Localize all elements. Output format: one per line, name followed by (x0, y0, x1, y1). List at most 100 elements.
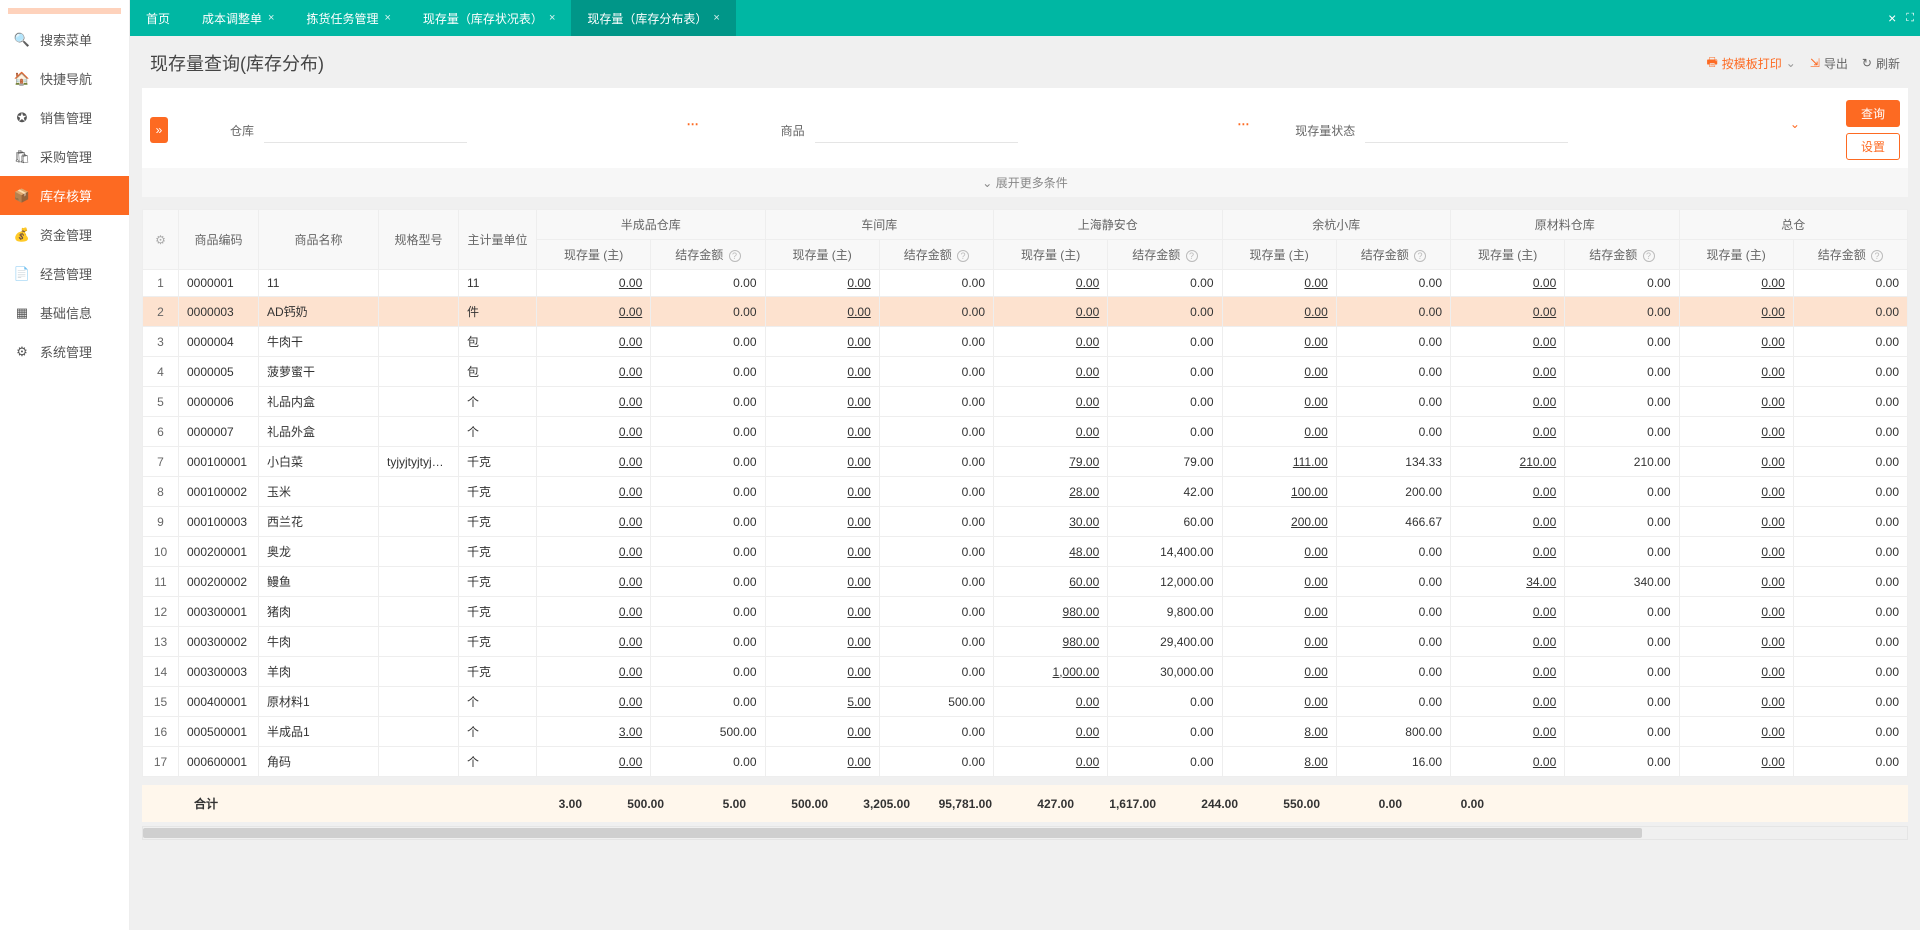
cell-qty[interactable]: 3.00 (537, 717, 651, 747)
filter-warehouse-input[interactable] (264, 117, 467, 143)
cell-qty[interactable]: 0.00 (1451, 747, 1565, 777)
cell-qty[interactable]: 0.00 (994, 357, 1108, 387)
sidebar-item-1[interactable]: 🏠快捷导航 (0, 59, 129, 98)
cell-qty[interactable]: 0.00 (994, 387, 1108, 417)
help-icon[interactable]: ? (1186, 250, 1198, 262)
cell-qty[interactable]: 0.00 (1222, 687, 1336, 717)
export-button[interactable]: ⇲ 导出 (1810, 55, 1848, 72)
cell-qty[interactable]: 210.00 (1451, 447, 1565, 477)
cell-qty[interactable]: 0.00 (1679, 657, 1793, 687)
sidebar-item-2[interactable]: ✪销售管理 (0, 98, 129, 137)
tab-close-icon[interactable]: × (549, 12, 555, 24)
cell-qty[interactable]: 111.00 (1222, 447, 1336, 477)
cell-qty[interactable]: 60.00 (994, 567, 1108, 597)
cell-qty[interactable]: 0.00 (537, 387, 651, 417)
cell-qty[interactable]: 30.00 (994, 507, 1108, 537)
cell-qty[interactable]: 0.00 (1679, 387, 1793, 417)
cell-qty[interactable]: 0.00 (765, 627, 879, 657)
cell-qty[interactable]: 0.00 (537, 507, 651, 537)
cell-qty[interactable]: 0.00 (1451, 507, 1565, 537)
cell-qty[interactable]: 0.00 (537, 297, 651, 327)
sidebar-item-7[interactable]: ▦基础信息 (0, 293, 129, 332)
sidebar-item-6[interactable]: 📄经营管理 (0, 254, 129, 293)
cell-qty[interactable]: 0.00 (1679, 297, 1793, 327)
table-row[interactable]: 14 000300003 羊肉 千克0.00 0.000.00 0.001,00… (143, 657, 1908, 687)
cell-qty[interactable]: 0.00 (1679, 717, 1793, 747)
table-row[interactable]: 5 0000006 礼品内盒 个0.00 0.000.00 0.000.00 0… (143, 387, 1908, 417)
tab-4[interactable]: 现存量（库存分布表）× (571, 0, 735, 36)
cell-qty[interactable]: 980.00 (994, 627, 1108, 657)
table-row[interactable]: 11 000200002 鳗鱼 千克0.00 0.000.00 0.0060.0… (143, 567, 1908, 597)
cell-qty[interactable]: 0.00 (537, 447, 651, 477)
cell-qty[interactable]: 0.00 (765, 537, 879, 567)
cell-qty[interactable]: 0.00 (1222, 417, 1336, 447)
cell-qty[interactable]: 0.00 (994, 717, 1108, 747)
cell-qty[interactable]: 0.00 (1451, 417, 1565, 447)
table-row[interactable]: 6 0000007 礼品外盒 个0.00 0.000.00 0.000.00 0… (143, 417, 1908, 447)
filter-status-caret[interactable]: ⌄ (1790, 117, 1800, 131)
cell-qty[interactable]: 0.00 (765, 477, 879, 507)
cell-qty[interactable]: 0.00 (1679, 567, 1793, 597)
cell-qty[interactable]: 34.00 (1451, 567, 1565, 597)
cell-qty[interactable]: 100.00 (1222, 477, 1336, 507)
refresh-button[interactable]: ↻ 刷新 (1862, 55, 1900, 72)
cell-qty[interactable]: 200.00 (1222, 507, 1336, 537)
table-row[interactable]: 2 0000003 AD钙奶 件0.00 0.000.00 0.000.00 0… (143, 297, 1908, 327)
help-icon[interactable]: ? (1414, 250, 1426, 262)
help-icon[interactable]: ? (1871, 250, 1883, 262)
help-icon[interactable]: ? (729, 250, 741, 262)
cell-qty[interactable]: 8.00 (1222, 717, 1336, 747)
cell-qty[interactable]: 0.00 (1222, 297, 1336, 327)
cell-qty[interactable]: 0.00 (1451, 357, 1565, 387)
cell-qty[interactable]: 0.00 (1451, 717, 1565, 747)
cell-qty[interactable]: 0.00 (1679, 537, 1793, 567)
print-button[interactable]: 🖶 按模板打印 ⌄ (1706, 53, 1795, 74)
table-row[interactable]: 4 0000005 菠萝蜜干 包0.00 0.000.00 0.000.00 0… (143, 357, 1908, 387)
cell-qty[interactable]: 0.00 (765, 357, 879, 387)
cell-qty[interactable]: 0.00 (1679, 327, 1793, 357)
gear-icon[interactable]: ⚙ (155, 233, 166, 247)
cell-qty[interactable]: 1,000.00 (994, 657, 1108, 687)
cell-qty[interactable]: 0.00 (1679, 597, 1793, 627)
settings-button[interactable]: 设置 (1846, 133, 1900, 160)
cell-qty[interactable]: 0.00 (765, 417, 879, 447)
tab-3[interactable]: 现存量（库存状况表）× (407, 0, 571, 36)
tab-close-icon[interactable]: × (384, 12, 390, 24)
tab-expand-icon[interactable]: ⛶ (1906, 12, 1914, 25)
table-row[interactable]: 12 000300001 猪肉 千克0.00 0.000.00 0.00980.… (143, 597, 1908, 627)
tab-1[interactable]: 成本调整单× (186, 0, 290, 36)
cell-qty[interactable]: 0.00 (537, 567, 651, 597)
cell-qty[interactable]: 0.00 (994, 270, 1108, 297)
filter-status-input[interactable] (1365, 117, 1568, 143)
cell-qty[interactable]: 0.00 (1451, 270, 1565, 297)
cell-qty[interactable]: 0.00 (994, 297, 1108, 327)
horizontal-scrollbar[interactable] (142, 826, 1908, 840)
cell-qty[interactable]: 0.00 (537, 657, 651, 687)
cell-qty[interactable]: 5.00 (765, 687, 879, 717)
cell-qty[interactable]: 0.00 (1222, 597, 1336, 627)
sidebar-item-5[interactable]: 💰资金管理 (0, 215, 129, 254)
cell-qty[interactable]: 0.00 (1222, 357, 1336, 387)
filter-warehouse-picker[interactable]: ⋯ (687, 117, 699, 131)
cell-qty[interactable]: 0.00 (765, 387, 879, 417)
tab-close-all-icon[interactable]: × (1888, 10, 1896, 26)
table-row[interactable]: 10 000200001 奥龙 千克0.00 0.000.00 0.0048.0… (143, 537, 1908, 567)
tab-close-icon[interactable]: × (268, 12, 274, 24)
cell-qty[interactable]: 0.00 (994, 747, 1108, 777)
cell-qty[interactable]: 0.00 (1451, 627, 1565, 657)
cell-qty[interactable]: 0.00 (765, 327, 879, 357)
cell-qty[interactable]: 0.00 (1222, 567, 1336, 597)
tab-2[interactable]: 拣货任务管理× (290, 0, 406, 36)
cell-qty[interactable]: 0.00 (537, 537, 651, 567)
cell-qty[interactable]: 0.00 (537, 627, 651, 657)
cell-qty[interactable]: 79.00 (994, 447, 1108, 477)
cell-qty[interactable]: 0.00 (537, 357, 651, 387)
tab-close-icon[interactable]: × (713, 12, 719, 24)
cell-qty[interactable]: 48.00 (994, 537, 1108, 567)
table-row[interactable]: 15 000400001 原材料1 个0.00 0.005.00 500.000… (143, 687, 1908, 717)
cell-qty[interactable]: 0.00 (537, 747, 651, 777)
table-row[interactable]: 8 000100002 玉米 千克0.00 0.000.00 0.0028.00… (143, 477, 1908, 507)
cell-qty[interactable]: 0.00 (765, 597, 879, 627)
cell-qty[interactable]: 0.00 (537, 270, 651, 297)
table-row[interactable]: 3 0000004 牛肉干 包0.00 0.000.00 0.000.00 0.… (143, 327, 1908, 357)
